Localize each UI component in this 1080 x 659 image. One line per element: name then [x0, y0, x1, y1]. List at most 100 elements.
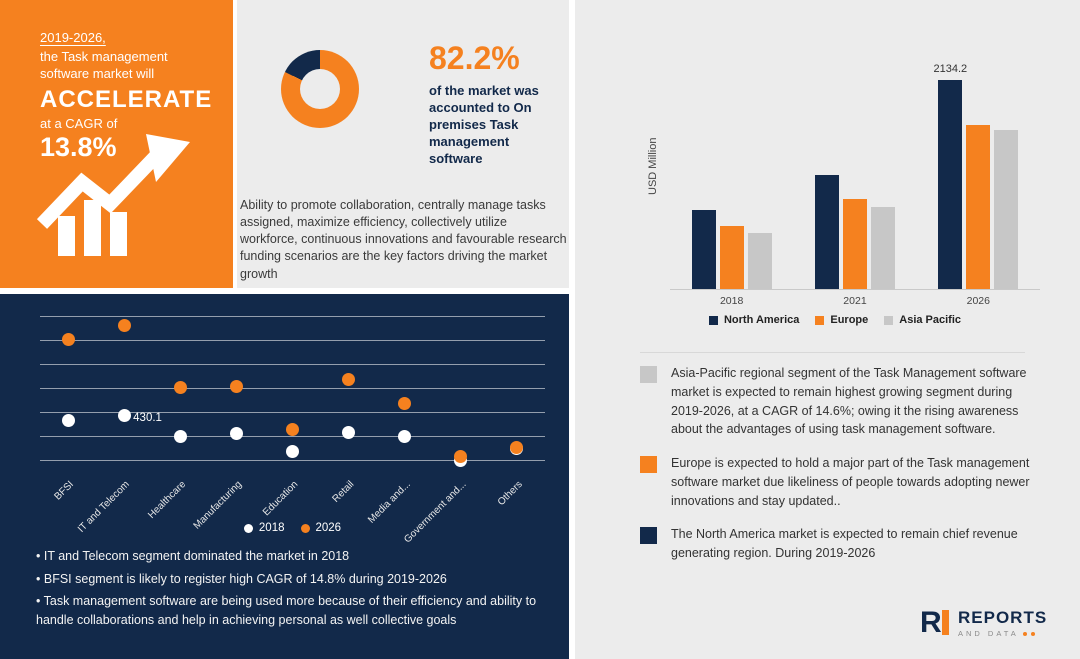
dot-2026-manufacturing	[229, 379, 243, 393]
period-text: 2019-2026,	[40, 30, 106, 45]
logo-r-icon: R	[920, 605, 950, 641]
regional-bullet-text-europe: Europe is expected to hold a major part …	[671, 456, 1030, 508]
bar-north-america-2026: 2134.2	[933, 63, 967, 289]
bar-north-america-2021	[814, 174, 839, 289]
segment-bullet-list: IT and Telecom segment dominated the mar…	[36, 547, 546, 633]
dot-value-label: 430.1	[133, 411, 162, 424]
gridline	[40, 460, 545, 461]
category-label: Healthcare	[146, 479, 189, 521]
donut-hole	[300, 69, 340, 109]
legend-dot-2026	[300, 523, 310, 533]
dot-2018-bfsi	[61, 413, 75, 427]
onpremises-stat: 82.2%	[429, 40, 520, 76]
segment-bullet-3: Task management software are being used …	[36, 592, 546, 629]
dot-2026-others	[510, 440, 524, 454]
regional-panel: USD Million 2018 2021 2134.2 2026 North Ame…	[575, 0, 1080, 659]
reports-and-data-logo: R REPORTS AND DATA	[920, 605, 1047, 641]
bar-europe-2026	[966, 125, 991, 289]
legend-item-asia-pacific: Asia Pacific	[884, 314, 961, 326]
legend-item-2026: 2026	[300, 522, 342, 534]
gridline	[40, 340, 545, 341]
bar-asia-pacific-2021	[870, 206, 895, 289]
category-label: Government and...	[402, 479, 469, 546]
category-label: BFSI	[52, 479, 76, 503]
bar-group-2018: 2018	[691, 55, 772, 307]
dot-2018-retail	[342, 426, 356, 440]
dot-2026-retail	[342, 373, 356, 386]
dot-2026-education	[286, 422, 299, 436]
regional-bullet-north-america: The North America market is expected to …	[640, 525, 1040, 563]
legend-label-asia-pacific: Asia Pacific	[899, 314, 962, 326]
market-drivers-text: Ability to promote collaboration, centra…	[240, 198, 567, 281]
legend-label-europe: Europe	[830, 314, 869, 326]
regional-bullet-europe: Europe is expected to hold a major part …	[640, 454, 1040, 510]
donut-chart	[281, 50, 359, 128]
bar-group-2021: 2021	[814, 55, 895, 307]
legend-label-2018: 2018	[258, 522, 285, 534]
legend-item-north-america: North America	[708, 314, 800, 326]
logo-name: REPORTS	[958, 608, 1048, 627]
category-label: Others	[495, 479, 525, 509]
accelerate-headline: ACCELERATE	[40, 85, 213, 113]
intro-text-line2: the Task management	[40, 48, 168, 64]
gridline	[40, 316, 545, 317]
growth-arrow-icon	[36, 134, 190, 256]
legend-swatch-asia-pacific	[884, 315, 894, 325]
regional-bar-chart: 2018 2021 2134.2 2026	[670, 55, 1040, 307]
logo-sub-row: AND DATA	[958, 629, 1047, 638]
bar-asia-pacific-2026	[994, 130, 1019, 289]
bar-category-label: 2021	[843, 295, 867, 307]
onpremises-stat-block: 82.2% of the market was accounted to On …	[429, 40, 561, 167]
bar-europe-2018	[719, 225, 744, 289]
legend-swatch-europe	[815, 315, 825, 325]
segment-chart-legend: 2018 2026	[40, 522, 545, 534]
bullet-swatch-asia-pacific	[640, 366, 657, 383]
onpremises-panel: 82.2% of the market was accounted to On …	[237, 0, 569, 288]
dot-2026-it-and-telecom	[117, 319, 131, 332]
bar-europe-2021	[842, 199, 867, 289]
gridline	[40, 364, 545, 365]
logo-subtitle: AND DATA	[958, 629, 1019, 638]
bullet-swatch-north-america	[640, 527, 657, 545]
regional-bullet-list: Asia-Pacific regional segment of the Tas…	[640, 364, 1040, 578]
dot-2018-media-and-	[398, 429, 412, 443]
bar-category-label: 2026	[966, 295, 990, 307]
category-label: Retail	[330, 479, 357, 505]
cagr-prefix-text: at a CAGR of	[40, 115, 118, 131]
legend-label-2026: 2026	[315, 522, 342, 534]
logo-dot-2	[1030, 631, 1035, 636]
segment-bullet-1: IT and Telecom segment dominated the mar…	[36, 547, 546, 566]
legend-dot-2018	[243, 523, 253, 533]
bar-group-2026: 2134.2 2026	[933, 55, 1019, 307]
bar-chart-ylabel: USD Million	[647, 137, 659, 195]
gridline	[40, 412, 545, 413]
legend-label-north-america: North America	[723, 314, 800, 326]
bar-value-label: 2134.2	[933, 63, 968, 76]
segment-panel: 430.1 BFSI IT and Telecom Healthcare Manufa…	[0, 294, 569, 659]
divider	[640, 352, 1025, 353]
segment-dot-chart: 430.1	[40, 312, 545, 474]
dot-2026-government-and-	[454, 449, 468, 463]
dot-2018-healthcare	[173, 429, 187, 443]
legend-item-europe: Europe	[815, 314, 868, 326]
dot-2026-media-and-	[398, 397, 412, 411]
category-label: Media and...	[365, 479, 413, 526]
logo-text: REPORTS AND DATA	[958, 608, 1047, 638]
intro-text-line3: software market will	[40, 65, 155, 81]
dot-2018-it-and-telecom	[117, 409, 131, 423]
dot-2018-manufacturing	[229, 427, 243, 440]
gridline	[40, 388, 545, 389]
regional-bullet-text-asia-pacific: Asia-Pacific regional segment of the Tas…	[671, 366, 1027, 437]
legend-item-2018: 2018	[243, 522, 285, 534]
regional-bullet-asia-pacific: Asia-Pacific regional segment of the Tas…	[640, 364, 1040, 439]
gridline	[40, 436, 545, 437]
legend-swatch-north-america	[708, 315, 718, 325]
bar-asia-pacific-2018	[747, 233, 772, 289]
regional-bullet-text-north-america: The North America market is expected to …	[671, 527, 1018, 560]
regional-chart-legend: North America Europe Asia Pacific	[635, 314, 1035, 326]
logo-orange-bar	[942, 610, 949, 635]
dot-2026-bfsi	[61, 332, 75, 346]
bar-category-label: 2018	[719, 295, 744, 307]
segment-bullet-2: BFSI segment is likely to register high …	[36, 570, 546, 589]
category-label: Education	[261, 479, 301, 519]
